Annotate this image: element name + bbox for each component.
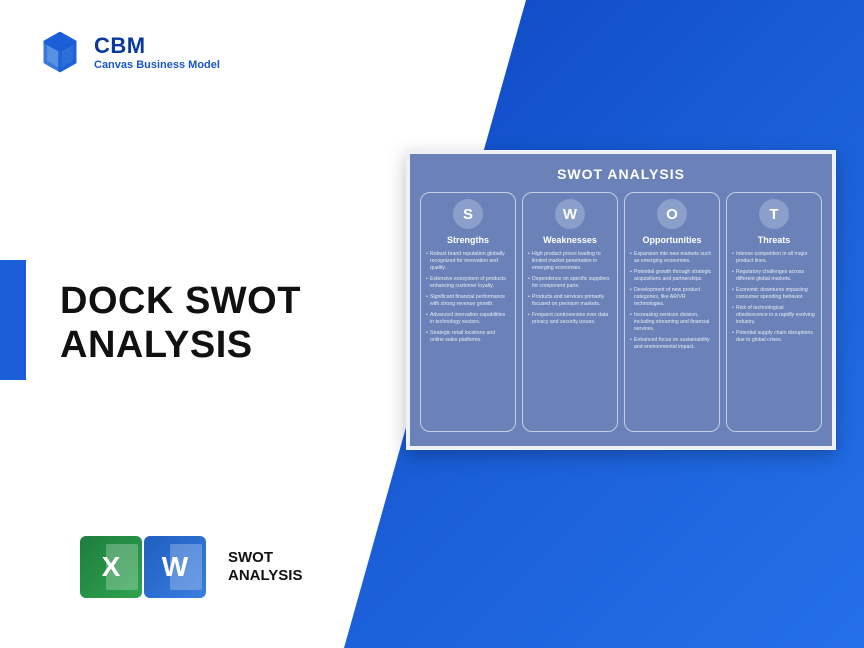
swot-item: Potential supply chain disruptions due t… <box>732 330 816 344</box>
swot-item: Risk of technological obsolescence in a … <box>732 305 816 326</box>
swot-heading-s: Strengths <box>447 235 489 245</box>
icons-label: SWOT ANALYSIS <box>228 549 302 585</box>
swot-item: Frequent controversies over data privacy… <box>528 312 612 326</box>
swot-item: Significant financial performance with s… <box>426 294 510 308</box>
swot-item: Intense competition in all major product… <box>732 251 816 265</box>
brand-logo-area: CBM Canvas Business Model <box>38 30 220 74</box>
icons-label-line2: ANALYSIS <box>228 567 302 585</box>
cbm-logo-icon <box>38 30 82 74</box>
file-type-icons-row: X W SWOT ANALYSIS <box>80 536 302 598</box>
page-title: DOCK SWOT ANALYSIS <box>60 280 301 367</box>
brand-subtitle: Canvas Business Model <box>94 59 220 71</box>
swot-item: Regulatory challenges across different g… <box>732 269 816 283</box>
swot-item: Potential growth through strategic acqui… <box>630 269 714 283</box>
swot-item: Robust brand reputation globally recogni… <box>426 251 510 272</box>
swot-item: Increasing services division, including … <box>630 312 714 333</box>
swot-item: Enhanced focus on sustainability and env… <box>630 337 714 351</box>
swot-circle-t: T <box>759 199 789 229</box>
swot-circle-o: O <box>657 199 687 229</box>
word-icon: W <box>144 536 206 598</box>
swot-item: Dependence on specific suppliers for com… <box>528 276 612 290</box>
swot-item: Products and services primarily focused … <box>528 294 612 308</box>
swot-heading-w: Weaknesses <box>543 235 597 245</box>
swot-item: Expansion into new markets such as emerg… <box>630 251 714 265</box>
swot-circle-w: W <box>555 199 585 229</box>
swot-items-w: High product prices leading to limited m… <box>528 251 612 330</box>
swot-items-o: Expansion into new markets such as emerg… <box>630 251 714 355</box>
swot-item: Economic downturns impacting consumer sp… <box>732 287 816 301</box>
swot-item: Advanced innovation capabilities in tech… <box>426 312 510 326</box>
swot-columns: S Strengths Robust brand reputation global… <box>420 192 822 432</box>
accent-side-bar <box>0 260 26 380</box>
swot-item: Extensive ecosystem of products enhancin… <box>426 276 510 290</box>
page-title-line2: ANALYSIS <box>60 324 301 368</box>
swot-item: High product prices leading to limited m… <box>528 251 612 272</box>
swot-column-w: W Weaknesses High product prices leading t… <box>522 192 618 432</box>
swot-column-s: S Strengths Robust brand reputation global… <box>420 192 516 432</box>
swot-item: Strategic retail locations and online sa… <box>426 330 510 344</box>
swot-heading-t: Threats <box>758 235 791 245</box>
swot-column-t: T Threats Intense competition in all major… <box>726 192 822 432</box>
icons-label-line1: SWOT <box>228 549 302 567</box>
swot-item: Development of new product categories, l… <box>630 287 714 308</box>
excel-icon: X <box>80 536 142 598</box>
swot-items-t: Intense competition in all major product… <box>732 251 816 348</box>
brand-title: CBM <box>94 33 220 59</box>
swot-analysis-card: SWOT ANALYSIS S Strengths Robust brand rep… <box>406 150 836 450</box>
swot-circle-s: S <box>453 199 483 229</box>
swot-heading-o: Opportunities <box>643 235 702 245</box>
swot-items-s: Robust brand reputation globally recogni… <box>426 251 510 348</box>
page-title-line1: DOCK SWOT <box>60 280 301 324</box>
swot-column-o: O Opportunities Expansion into new markets… <box>624 192 720 432</box>
swot-card-title: SWOT ANALYSIS <box>420 166 822 182</box>
